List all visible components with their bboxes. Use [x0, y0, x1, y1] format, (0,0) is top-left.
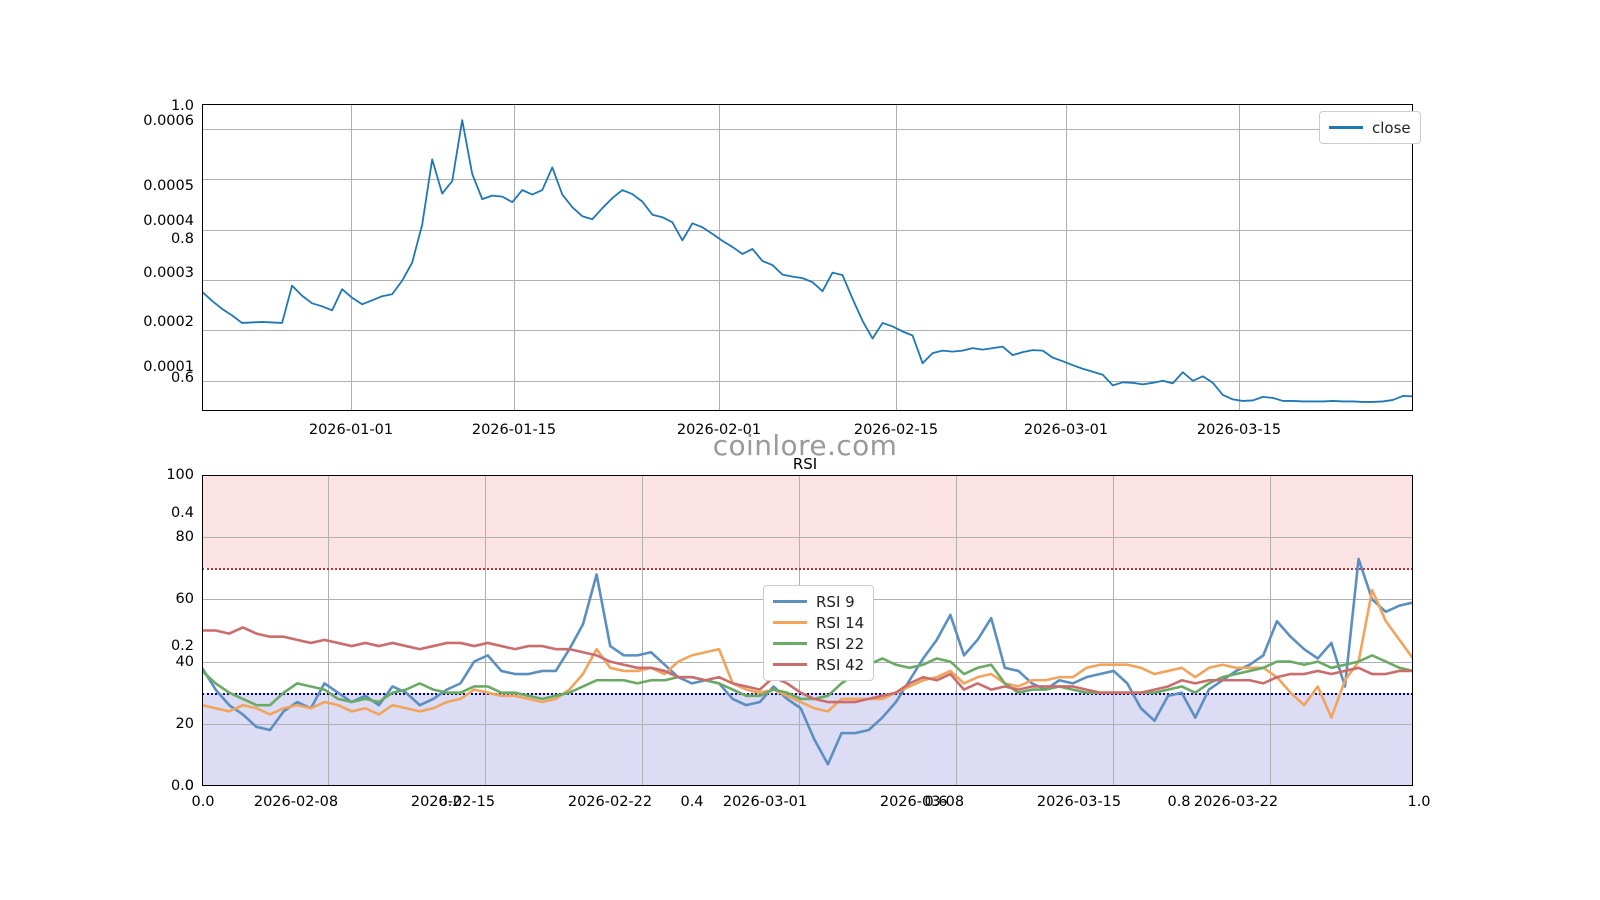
gridline-vertical: [1113, 475, 1114, 786]
rsi-xtick-norm-1: 0.2: [438, 794, 462, 810]
oversold-threshold-line: [202, 692, 1413, 695]
rsi-ytick-2: 60: [175, 591, 194, 607]
gridline-horizontal: [202, 380, 1413, 382]
rsi-xtick-date-6: 2026-03-22: [1193, 794, 1279, 810]
rsi-legend-item: RSI 22: [773, 633, 864, 654]
gridline-vertical: [485, 475, 486, 786]
price-chart-frame: [202, 104, 1413, 411]
rsi-ytick-0: 100: [166, 467, 194, 483]
price-norm-ytick-1: 0.8: [170, 231, 194, 247]
price-close-line: [202, 119, 1413, 403]
rsi-chart-legend: RSI 9 RSI 14 RSI 22 RSI 42: [763, 585, 875, 681]
gridline-horizontal: [202, 229, 1413, 231]
price-ytick-5: 0.0001: [143, 359, 194, 375]
legend-color-swatch: [773, 600, 807, 603]
overbought-band: [202, 475, 1413, 569]
price-xtick-4: 2026-03-01: [1023, 422, 1109, 438]
rsi-ytick-3: 40: [175, 654, 194, 670]
price-ytick-1: 0.0005: [143, 178, 194, 194]
gridline-horizontal: [202, 129, 1413, 131]
rsi-xtick-date-2: 2026-02-22: [567, 794, 653, 810]
rsi-norm-ytick-2: 0.0: [170, 778, 194, 794]
overbought-threshold-line: [202, 568, 1413, 571]
price-xtick-2: 2026-02-01: [676, 422, 762, 438]
gridline-horizontal: [202, 330, 1413, 332]
legend-label: RSI 42: [816, 655, 865, 674]
gridline-vertical: [514, 104, 515, 411]
gridline-vertical: [1066, 104, 1067, 411]
rsi-line-rsi-14: [202, 588, 1413, 719]
legend-label: RSI 9: [816, 592, 855, 611]
price-norm-ytick-2: 0.6: [170, 370, 194, 386]
rsi-line-rsi-42: [202, 626, 1413, 704]
gridline-vertical: [896, 104, 897, 411]
rsi-legend-item: RSI 42: [773, 654, 864, 675]
gridline-vertical: [351, 104, 352, 411]
rsi-xtick-norm-5: 1.0: [1407, 794, 1431, 810]
rsi-line-rsi-9: [202, 557, 1413, 766]
rsi-xtick-norm-3: 0.6: [924, 794, 948, 810]
rsi-ytick-4: 20: [175, 716, 194, 732]
rsi-ytick-1: 80: [175, 529, 194, 545]
gridline-horizontal: [202, 179, 1413, 181]
rsi-legend-item: RSI 9: [773, 591, 864, 612]
price-ytick-4: 0.0002: [143, 314, 194, 330]
rsi-xtick-date-0: 2026-02-08: [253, 794, 339, 810]
rsi-legend-item: RSI 14: [773, 612, 864, 633]
legend-color-swatch: [773, 642, 807, 645]
gridline-horizontal: [202, 537, 1413, 539]
rsi-norm-ytick-0: 0.4: [170, 505, 194, 521]
price-chart-plot-area: [202, 104, 1413, 411]
rsi-norm-ytick-1: 0.2: [170, 638, 194, 654]
legend-color-swatch: [773, 621, 807, 624]
rsi-ytick-5: 0: [184, 778, 194, 794]
rsi-xtick-norm-2: 0.4: [680, 794, 704, 810]
rsi-xtick-date-1: 2026-02-15: [410, 794, 496, 810]
rsi-xtick-date-3: 2026-03-01: [722, 794, 808, 810]
price-legend-item: close: [1329, 117, 1411, 138]
legend-color-swatch: [1329, 126, 1363, 129]
rsi-line-rsi-22: [202, 654, 1413, 707]
gridline-vertical: [642, 475, 643, 786]
price-norm-ytick-0: 1.0: [170, 98, 194, 114]
price-xtick-5: 2026-03-15: [1196, 422, 1282, 438]
gridline-vertical: [328, 475, 329, 786]
price-chart-legend: close: [1319, 111, 1421, 144]
rsi-xtick-norm-4: 0.8: [1167, 794, 1191, 810]
rsi-chart-title: RSI: [792, 455, 818, 473]
rsi-chart-plot-area: [202, 475, 1413, 786]
rsi-xtick-date-5: 2026-03-15: [1036, 794, 1122, 810]
rsi-xtick-date-4: 2026-03-08: [879, 794, 965, 810]
price-ytick-0: 0.0006: [143, 113, 194, 129]
gridline-vertical: [719, 104, 720, 411]
price-ytick-2: 0.0004: [143, 213, 194, 229]
gridline-vertical: [1270, 475, 1271, 786]
price-xtick-1: 2026-01-15: [471, 422, 557, 438]
legend-label: RSI 14: [816, 613, 865, 632]
price-xtick-0: 2026-01-01: [308, 422, 394, 438]
legend-label: RSI 22: [816, 634, 865, 653]
rsi-chart-frame: [202, 475, 1413, 786]
legend-label: close: [1372, 118, 1411, 137]
price-ytick-3: 0.0003: [143, 265, 194, 281]
gridline-vertical: [1239, 104, 1240, 411]
rsi-xtick-norm-0: 0.0: [191, 794, 215, 810]
price-xtick-3: 2026-02-15: [853, 422, 939, 438]
legend-color-swatch: [773, 663, 807, 666]
